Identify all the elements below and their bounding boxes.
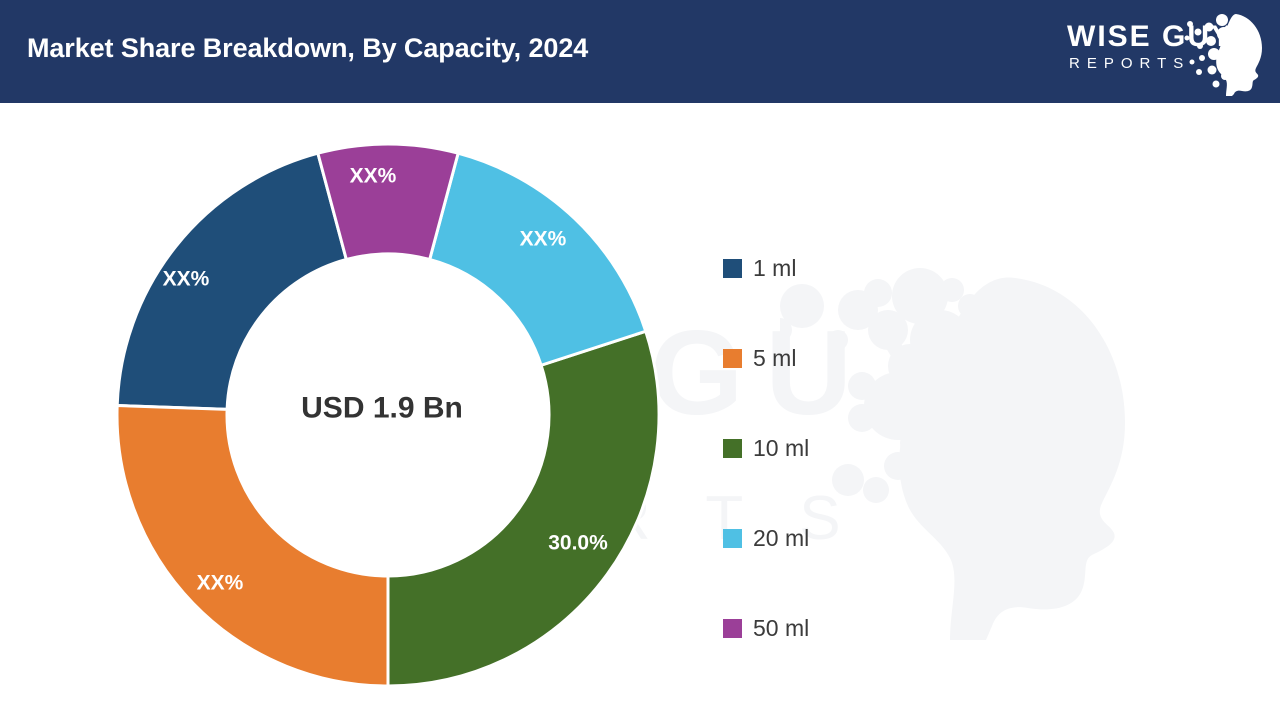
brand-logo: WISE GUY REPORTS [1047,6,1272,98]
logo-wordmark: WISE GUY [1067,20,1234,53]
page-title: Market Share Breakdown, By Capacity, 202… [27,33,589,63]
legend-item-10-ml[interactable]: 10 ml [723,431,923,521]
donut-slice-label-1-ml: XX% [163,268,210,291]
legend-item-label: 10 ml [753,435,810,461]
legend-item-label: 5 ml [753,345,797,371]
donut-slice-label-50-ml: XX% [350,165,397,188]
donut-slice-label-20-ml: XX% [520,228,567,251]
legend-item-label: 1 ml [753,255,797,281]
header-bar: Market Share Breakdown, By Capacity, 202… [0,0,1280,103]
donut-slice-label-5-ml: XX% [197,572,244,595]
legend-item-label: 20 ml [753,525,810,551]
head-profile-dots-icon [1184,14,1262,96]
chart-legend: 1 ml 5 ml 10 ml 20 ml 50 ml [723,251,923,671]
donut-slice-label-10-ml: 30.0% [548,532,608,555]
legend-swatch-icon [723,529,742,548]
donut-center-value: USD 1.9 Bn [301,392,463,425]
donut-chart: XX% XX% 30.0% XX% XX% USD 1.9 Bn [115,142,661,688]
legend-swatch-icon [723,619,742,638]
donut-slice-labels: XX% XX% 30.0% XX% XX% [163,165,608,595]
legend-swatch-icon [723,349,742,368]
legend-item-label: 50 ml [753,615,810,641]
legend-swatch-icon [723,259,742,278]
legend-item-20-ml[interactable]: 20 ml [723,521,923,611]
legend-item-1-ml[interactable]: 1 ml [723,251,923,341]
chart-plot-area: WISE GUY REPORTS [0,103,1280,720]
legend-item-5-ml[interactable]: 5 ml [723,341,923,431]
legend-swatch-icon [723,439,742,458]
donut-hole [227,254,549,576]
legend-item-50-ml[interactable]: 50 ml [723,611,923,701]
logo-subwordmark: REPORTS [1069,55,1191,72]
